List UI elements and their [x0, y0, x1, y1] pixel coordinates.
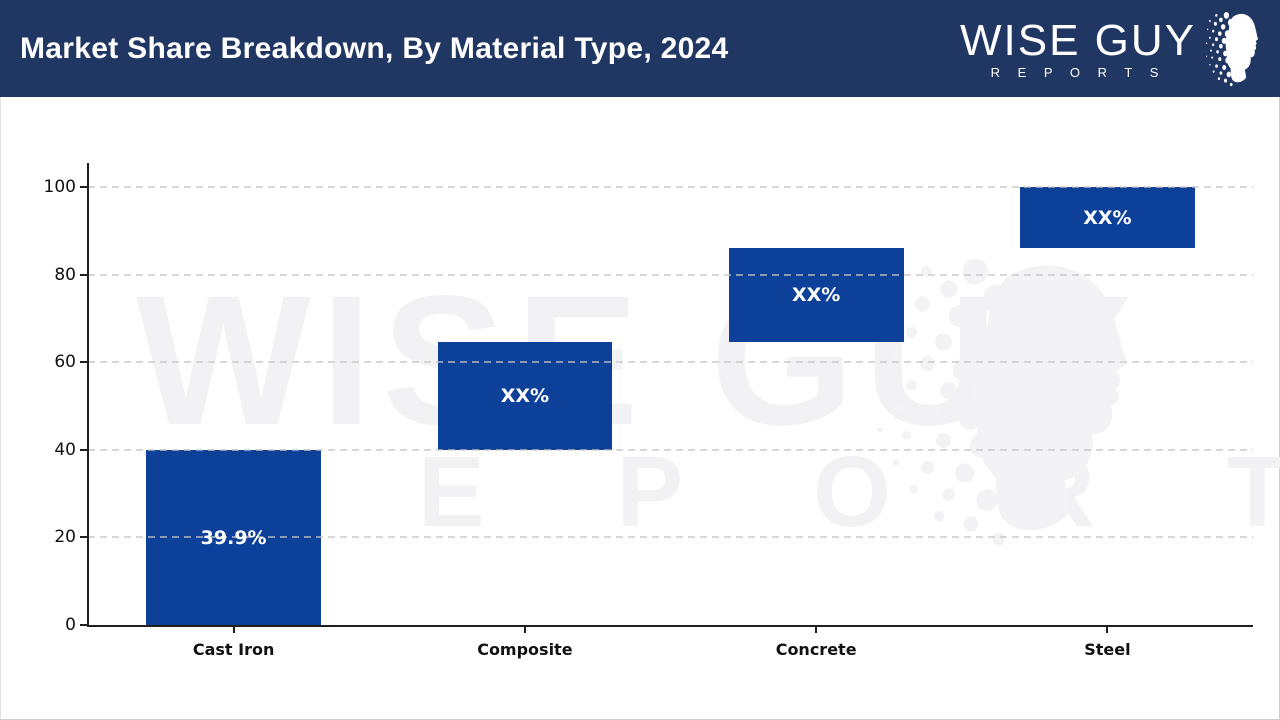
market-share-chart: WISE GUY R E P O R T S 39.9%Cast IronXX%…: [0, 97, 1280, 720]
bar-value-label: XX%: [1083, 206, 1132, 229]
x-axis-label: Composite: [477, 640, 573, 659]
watermark-subtitle: R E P O R T S: [214, 436, 1280, 548]
y-tick-label: 100: [43, 177, 76, 197]
x-axis-spine: [87, 625, 1253, 627]
gridline-20: [88, 536, 1253, 539]
x-tick-mark: [815, 626, 818, 633]
x-axis-label: Steel: [1084, 640, 1131, 659]
y-tick-label: 80: [54, 264, 76, 285]
bar-composite: [437, 342, 613, 451]
y-tick-mark: [80, 361, 87, 364]
gridline-100: [88, 186, 1253, 188]
gridline-80: [88, 273, 1253, 276]
y-tick-mark: [80, 448, 87, 451]
y-tick-label: 20: [54, 527, 76, 548]
x-tick-mark: [523, 626, 526, 633]
y-tick-mark: [80, 186, 87, 188]
bar-steel: [1020, 187, 1195, 249]
y-tick-mark: [80, 624, 87, 626]
logo-subtitle: R E P O R T S: [990, 65, 1166, 80]
logo-wordmark: WISE GUY: [959, 16, 1196, 65]
y-axis-spine: [87, 163, 89, 625]
bar-concrete: [728, 248, 904, 343]
gridline-40: [88, 448, 1253, 451]
y-tick-label: 0: [65, 615, 76, 635]
y-tick-label: 60: [54, 352, 76, 373]
chart-title: Market Share Breakdown, By Material Type…: [20, 31, 729, 65]
bar-value-label: XX%: [500, 385, 550, 408]
header-banner: Market Share Breakdown, By Material Type…: [0, 0, 1280, 97]
bar-value-label: 39.9%: [200, 526, 267, 549]
x-tick-mark: [232, 626, 235, 633]
y-tick-label: 40: [54, 439, 76, 460]
y-tick-mark: [80, 273, 87, 276]
wiseguy-logo-text: WISE GUY R E P O R T S: [959, 16, 1196, 81]
x-axis-label: Cast Iron: [192, 640, 275, 659]
y-tick-mark: [80, 536, 87, 539]
gridline-60: [88, 361, 1253, 364]
wiseguy-logo: WISE GUY R E P O R T S: [960, 4, 1266, 94]
bar-value-label: XX%: [791, 284, 841, 307]
x-tick-mark: [1106, 626, 1109, 633]
dotted-head-icon: [1200, 7, 1266, 91]
x-axis-label: Concrete: [775, 640, 857, 659]
